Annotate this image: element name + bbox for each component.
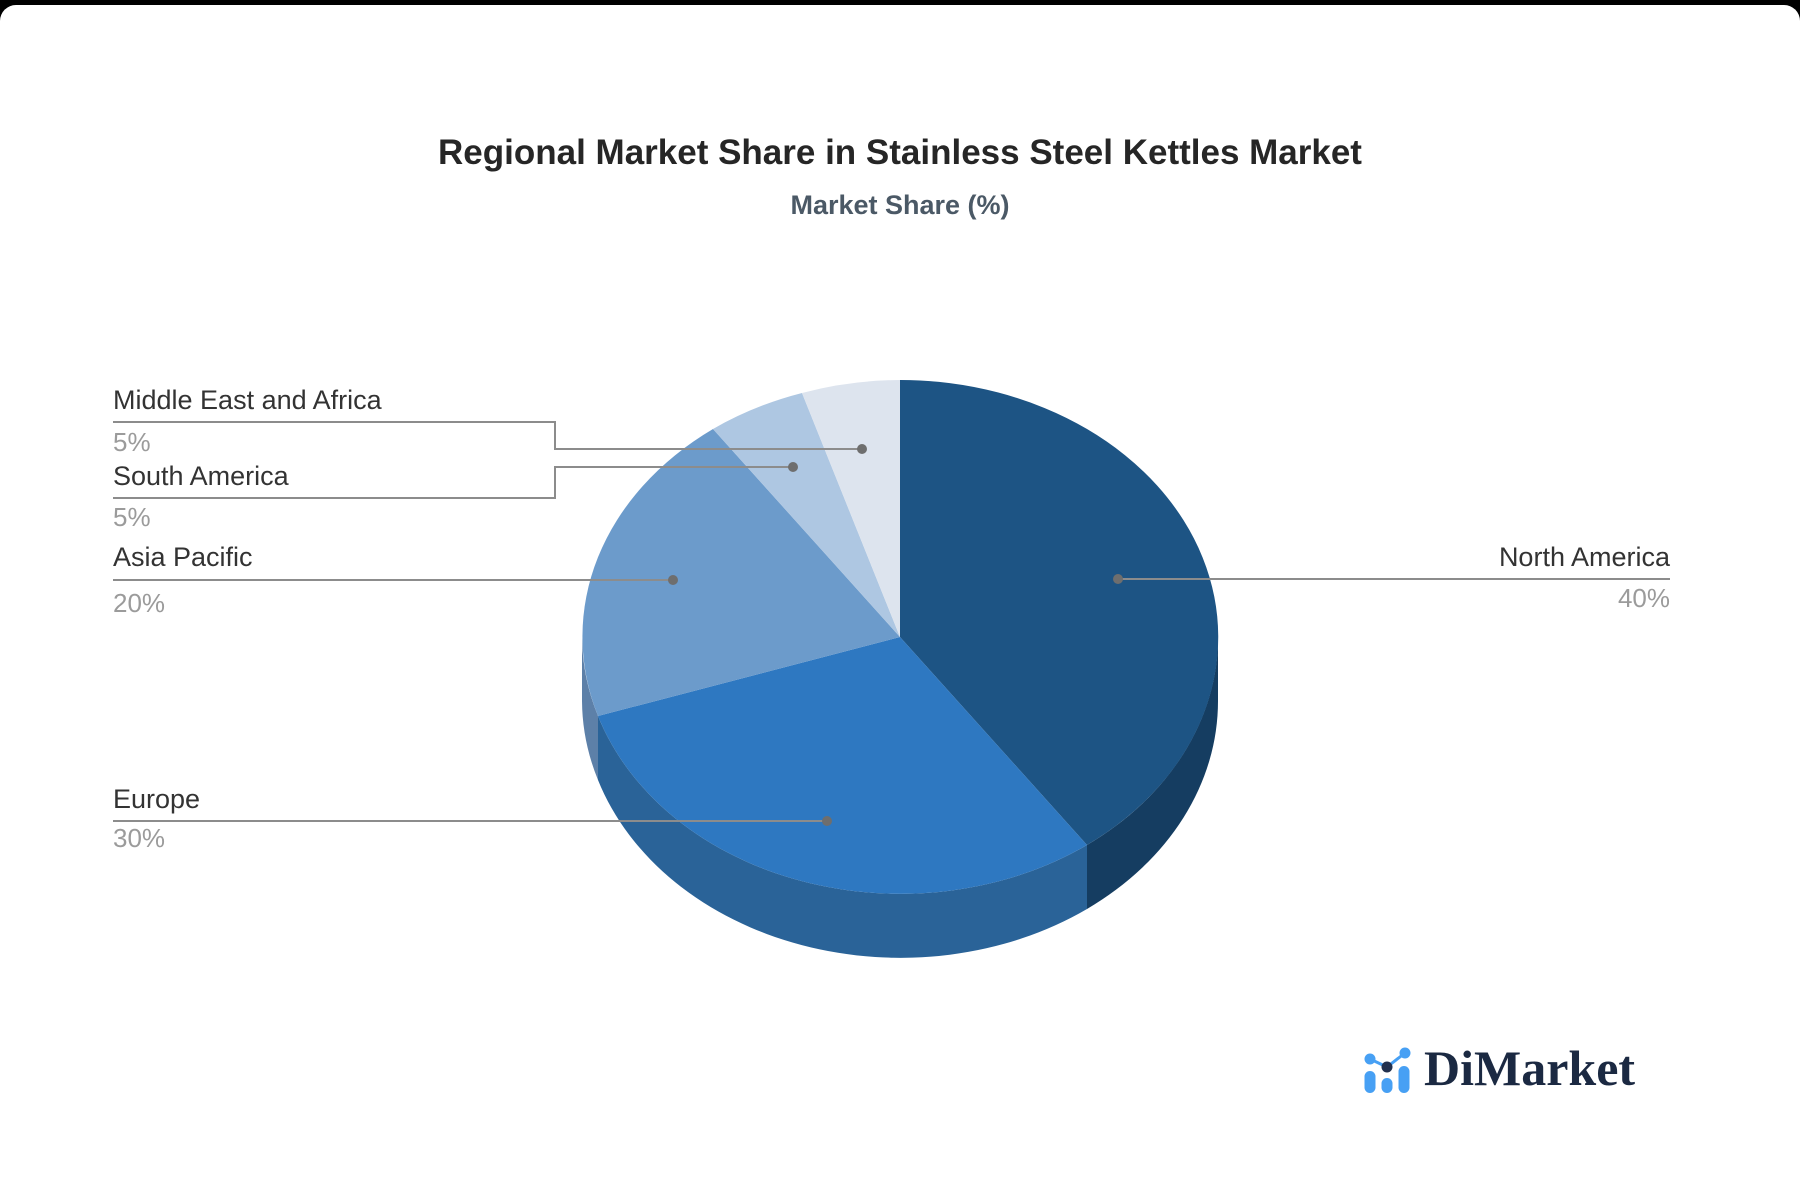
leader-line-south-america xyxy=(113,466,793,499)
callout-label-north-america: North America xyxy=(1498,542,1670,572)
pie-slice-middle-east-africa[interactable] xyxy=(802,380,900,637)
logo-dot-right xyxy=(1399,1047,1411,1059)
pie-slice-side-north-america xyxy=(1087,637,1219,909)
callout-label-south-america: South America xyxy=(113,461,289,491)
leader-line-middle-east-africa xyxy=(113,421,862,450)
brand-logo: DiMarket xyxy=(1362,1043,1635,1093)
logo-bar-right xyxy=(1398,1066,1410,1093)
chart-subtitle: Market Share (%) xyxy=(790,190,1010,220)
callout-pct-middle-east-africa: 5% xyxy=(113,427,151,457)
pie-slice-europe[interactable] xyxy=(598,637,1087,894)
leader-dot-europe xyxy=(822,816,832,826)
logo-bar-middle xyxy=(1381,1078,1393,1093)
chart-title: Regional Market Share in Stainless Steel… xyxy=(438,133,1362,172)
leader-dot-asia-pacific xyxy=(668,575,678,585)
leader-dot-middle-east-africa xyxy=(857,444,867,454)
pie-slice-south-america[interactable] xyxy=(713,393,900,637)
pie-slice-side-europe xyxy=(598,716,1087,958)
leader-dot-north-america xyxy=(1113,574,1123,584)
leader-dot-south-america xyxy=(788,462,798,472)
chart-page: Regional Market Share in Stainless Steel… xyxy=(0,5,1800,1196)
callout-pct-europe: 30% xyxy=(113,823,166,853)
pie-slice-side-asia-pacific xyxy=(582,637,598,780)
callout-pct-south-america: 5% xyxy=(113,502,151,532)
logo-bar-left xyxy=(1364,1071,1376,1093)
callout-pct-north-america: 40% xyxy=(1617,583,1670,613)
logo-chart-icon xyxy=(1364,1047,1411,1093)
logo-dot-left xyxy=(1364,1053,1376,1065)
pie-slice-asia-pacific[interactable] xyxy=(582,429,900,716)
callout-label-europe: Europe xyxy=(113,784,201,814)
callout-label-middle-east-africa: Middle East and Africa xyxy=(113,385,382,415)
pie-slice-north-america[interactable] xyxy=(900,379,1219,845)
logo-dot-middle xyxy=(1381,1061,1393,1073)
logo-text: DiMarket xyxy=(1424,1040,1636,1096)
callout-label-asia-pacific: Asia Pacific xyxy=(113,542,253,572)
callout-pct-asia-pacific: 20% xyxy=(113,588,166,618)
pie-chart xyxy=(113,379,1670,958)
